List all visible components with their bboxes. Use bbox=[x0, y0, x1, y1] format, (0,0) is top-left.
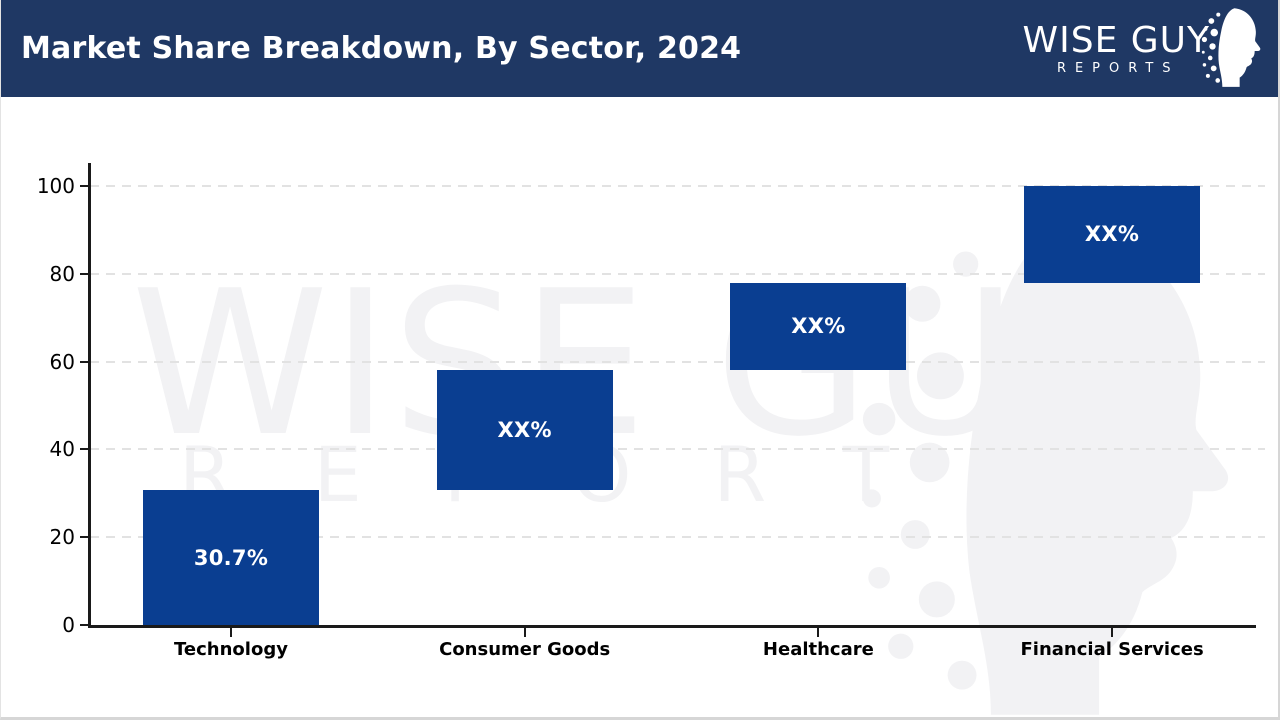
bar-value-label-healthcare: XX% bbox=[791, 314, 846, 339]
page-title: Market Share Breakdown, By Sector, 2024 bbox=[21, 31, 742, 66]
bar-value-label-consumer-goods: XX% bbox=[497, 418, 552, 443]
y-axis-tick-20 bbox=[80, 536, 89, 539]
gridline-80 bbox=[90, 272, 1265, 275]
x-axis-label-technology: Technology bbox=[174, 639, 288, 660]
dotted-face-logo-icon bbox=[1201, 8, 1261, 87]
y-axis-tick-0 bbox=[80, 624, 89, 626]
gridline-100 bbox=[90, 185, 1265, 187]
x-axis-tick-consumer-goods bbox=[523, 628, 526, 637]
y-axis-tick-100 bbox=[80, 185, 89, 187]
x-axis-label-healthcare: Healthcare bbox=[762, 639, 874, 660]
waterfall-bar-financial-services: XX% bbox=[1024, 186, 1201, 283]
waterfall-bar-consumer-goods: XX% bbox=[436, 370, 613, 491]
y-axis-tick-label-60: 60 bbox=[49, 349, 75, 374]
y-axis-tick-60 bbox=[80, 360, 89, 363]
y-axis-tick-label-0: 0 bbox=[62, 613, 75, 637]
x-axis-spine bbox=[88, 625, 1256, 628]
brand-logo: WISE GUY REPORTS bbox=[1023, 4, 1265, 94]
brand-name: WISE GUY bbox=[1022, 19, 1210, 61]
y-axis-tick-label-80: 80 bbox=[49, 261, 75, 286]
x-axis-tick-healthcare bbox=[817, 628, 820, 637]
y-axis-tick-label-20: 20 bbox=[49, 525, 75, 550]
y-axis-tick-label-100: 100 bbox=[36, 174, 75, 198]
bar-value-label-financial-services: XX% bbox=[1084, 222, 1140, 247]
y-axis-tick-label-40: 40 bbox=[49, 437, 75, 462]
brand-logo-text: WISE GUY REPORTS bbox=[1022, 19, 1211, 77]
x-axis-tick-technology bbox=[230, 628, 232, 637]
gridline-40 bbox=[90, 448, 1265, 451]
y-axis-tick-80 bbox=[80, 272, 89, 275]
y-axis-spine bbox=[88, 163, 91, 628]
y-axis-tick-40 bbox=[80, 448, 89, 451]
gridline-60 bbox=[90, 360, 1265, 363]
header-bar: Market Share Breakdown, By Sector, 2024 … bbox=[1, 0, 1278, 97]
waterfall-bar-healthcare: XX% bbox=[730, 282, 907, 371]
brand-subtitle: REPORTS bbox=[1056, 61, 1180, 77]
waterfall-bar-technology: 30.7% bbox=[143, 490, 319, 625]
x-axis-label-consumer-goods: Consumer Goods bbox=[439, 639, 611, 660]
x-axis-tick-financial-services bbox=[1111, 628, 1114, 637]
x-axis-label-financial-services: Financial Services bbox=[1020, 639, 1204, 660]
bar-value-label-technology: 30.7% bbox=[193, 545, 269, 570]
gridline-20 bbox=[90, 536, 1265, 539]
